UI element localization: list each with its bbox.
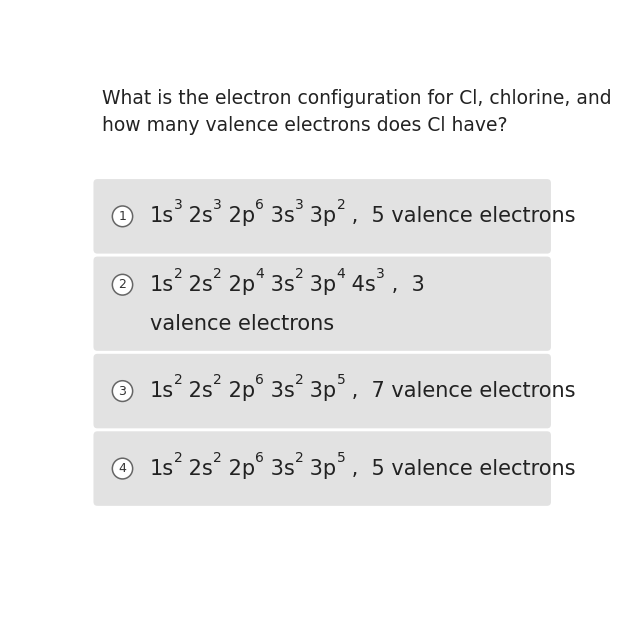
- FancyBboxPatch shape: [94, 354, 551, 428]
- Text: 2p: 2p: [222, 458, 255, 479]
- Text: 1s: 1s: [150, 458, 173, 479]
- Text: 2: 2: [173, 373, 182, 387]
- Text: 1s: 1s: [150, 381, 173, 401]
- Text: 2: 2: [173, 451, 182, 465]
- Text: 2s: 2s: [182, 275, 213, 295]
- Text: 3s: 3s: [264, 458, 295, 479]
- Text: 2: 2: [173, 267, 182, 281]
- Text: valence electrons: valence electrons: [150, 315, 334, 335]
- Text: 3s: 3s: [264, 206, 295, 226]
- Text: 3: 3: [295, 199, 303, 213]
- Text: 5: 5: [336, 373, 345, 387]
- Circle shape: [112, 274, 133, 295]
- Text: 2: 2: [119, 278, 127, 291]
- Text: 2s: 2s: [182, 206, 213, 226]
- Text: ,  5 valence electrons: , 5 valence electrons: [345, 206, 576, 226]
- Circle shape: [112, 206, 133, 227]
- Circle shape: [112, 458, 133, 479]
- Text: 6: 6: [255, 199, 264, 213]
- Text: ,  7 valence electrons: , 7 valence electrons: [345, 381, 576, 401]
- Text: 6: 6: [255, 373, 264, 387]
- Text: 4: 4: [336, 267, 345, 281]
- FancyBboxPatch shape: [94, 256, 551, 351]
- FancyBboxPatch shape: [94, 431, 551, 506]
- FancyBboxPatch shape: [94, 179, 551, 254]
- Text: 3: 3: [173, 199, 182, 213]
- Text: 2: 2: [213, 373, 222, 387]
- Text: 3s: 3s: [264, 381, 295, 401]
- Text: 2: 2: [213, 451, 222, 465]
- Text: 3p: 3p: [303, 206, 336, 226]
- Text: 1s: 1s: [150, 275, 173, 295]
- Text: 2: 2: [213, 267, 222, 281]
- Text: 2: 2: [295, 373, 303, 387]
- Text: 4: 4: [255, 267, 264, 281]
- Text: 2p: 2p: [222, 275, 255, 295]
- Text: ,  3: , 3: [385, 275, 424, 295]
- Text: 2s: 2s: [182, 458, 213, 479]
- Text: What is the electron configuration for Cl, chlorine, and
how many valence electr: What is the electron configuration for C…: [102, 89, 612, 135]
- Text: 4s: 4s: [345, 275, 376, 295]
- Text: 2p: 2p: [222, 381, 255, 401]
- Text: 3p: 3p: [303, 275, 336, 295]
- Text: 3p: 3p: [303, 458, 336, 479]
- Text: 2: 2: [295, 267, 303, 281]
- Text: 3: 3: [213, 199, 222, 213]
- Text: 6: 6: [255, 451, 264, 465]
- Circle shape: [112, 381, 133, 401]
- Text: 3s: 3s: [264, 275, 295, 295]
- Text: 2: 2: [295, 451, 303, 465]
- Text: 2s: 2s: [182, 381, 213, 401]
- Text: 3: 3: [376, 267, 385, 281]
- Text: 1s: 1s: [150, 206, 173, 226]
- Text: 3p: 3p: [303, 381, 336, 401]
- Text: 5: 5: [336, 451, 345, 465]
- Text: 4: 4: [119, 462, 127, 475]
- Text: 2: 2: [336, 199, 345, 213]
- Text: 2p: 2p: [222, 206, 255, 226]
- Text: ,  5 valence electrons: , 5 valence electrons: [345, 458, 576, 479]
- Text: 1: 1: [119, 210, 127, 223]
- Text: 3: 3: [119, 385, 127, 397]
